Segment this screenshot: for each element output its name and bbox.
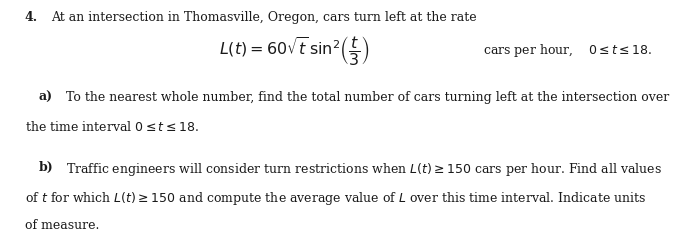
Text: Traffic engineers will consider turn restrictions when $L(t) \geq 150$ cars per : Traffic engineers will consider turn res… bbox=[66, 160, 662, 177]
Text: the time interval $0 \leq t \leq 18$.: the time interval $0 \leq t \leq 18$. bbox=[25, 120, 198, 134]
Text: a): a) bbox=[38, 91, 52, 104]
Text: cars per hour,$\quad\;0 \leq t \leq 18$.: cars per hour,$\quad\;0 \leq t \leq 18$. bbox=[483, 42, 652, 59]
Text: To the nearest whole number, find the total number of cars turning left at the i: To the nearest whole number, find the to… bbox=[66, 91, 670, 104]
Text: of measure.: of measure. bbox=[25, 218, 99, 231]
Text: of $t$ for which $L(t) \geq 150$ and compute the average value of $L$ over this : of $t$ for which $L(t) \geq 150$ and com… bbox=[25, 189, 646, 206]
Text: At an intersection in Thomasville, Oregon, cars turn left at the rate: At an intersection in Thomasville, Orego… bbox=[51, 11, 477, 24]
Text: b): b) bbox=[38, 160, 53, 173]
Text: 4.: 4. bbox=[25, 11, 38, 24]
Text: $L(t) = 60\sqrt{t}\,\sin^2\!\left(\dfrac{t}{3}\right)$: $L(t) = 60\sqrt{t}\,\sin^2\!\left(\dfrac… bbox=[218, 34, 370, 67]
